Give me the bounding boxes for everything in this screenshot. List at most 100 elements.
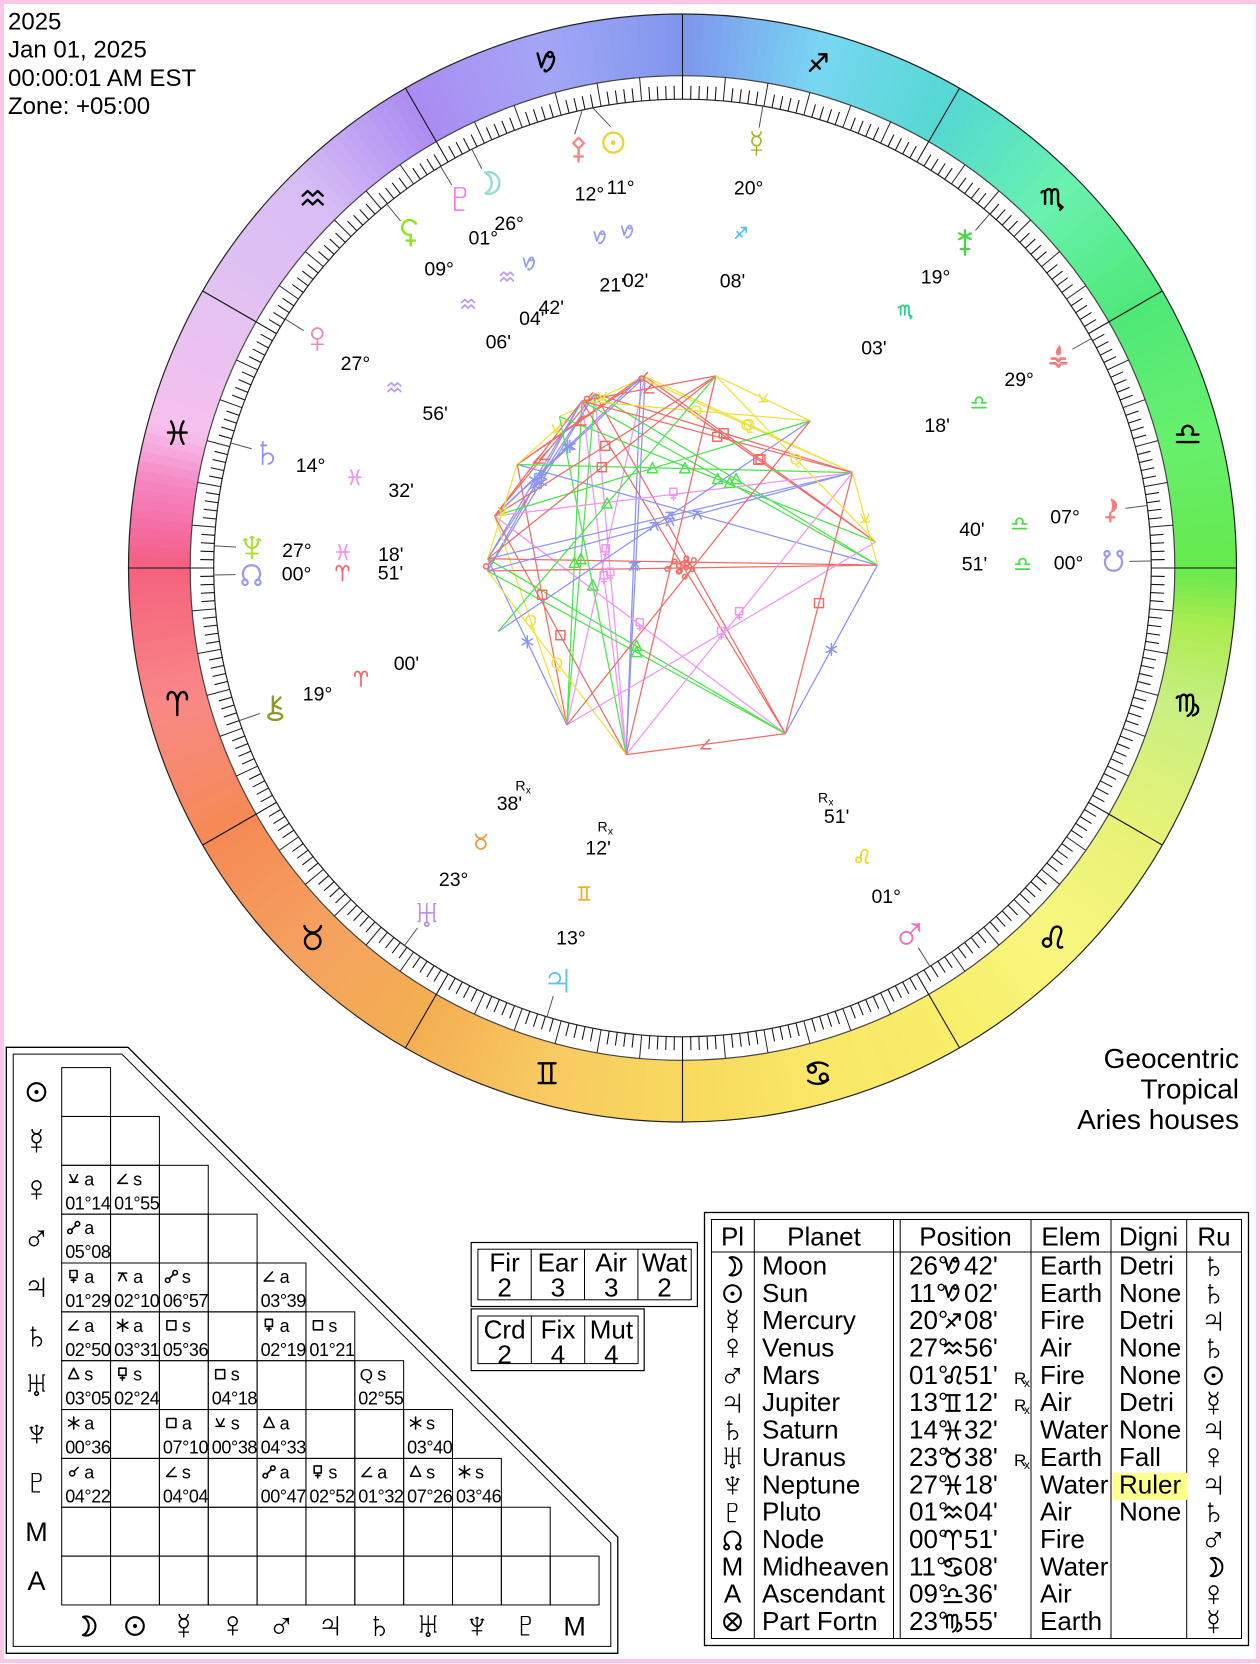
svg-text:None: None xyxy=(1119,1360,1181,1390)
svg-text:s: s xyxy=(133,1365,142,1385)
svg-text:21': 21' xyxy=(599,275,624,297)
svg-text:Elem: Elem xyxy=(1041,1222,1100,1252)
svg-text:x: x xyxy=(526,785,531,796)
svg-text:07°26: 07°26 xyxy=(407,1486,453,1506)
svg-text:2: 2 xyxy=(657,1273,671,1303)
svg-text:19°: 19° xyxy=(303,684,333,706)
svg-text:Saturn: Saturn xyxy=(762,1415,839,1445)
svg-text:32': 32' xyxy=(964,1415,998,1445)
svg-text:Neptune: Neptune xyxy=(762,1469,860,1499)
svg-text:08': 08' xyxy=(720,270,745,292)
svg-text:Fall: Fall xyxy=(1119,1442,1161,1472)
svg-text:♅: ♅ xyxy=(23,1363,51,1404)
svg-text:a: a xyxy=(84,1462,95,1482)
svg-text:Planet: Planet xyxy=(787,1222,861,1252)
svg-text:♆: ♆ xyxy=(463,1605,491,1646)
svg-text:♅: ♅ xyxy=(412,891,443,937)
svg-text:a: a xyxy=(280,1316,291,1336)
svg-text:04°22: 04°22 xyxy=(65,1486,111,1506)
svg-text:01°55: 01°55 xyxy=(114,1193,160,1213)
svg-text:Position: Position xyxy=(919,1222,1012,1252)
svg-text:09°: 09° xyxy=(424,258,454,280)
svg-text:4: 4 xyxy=(551,1340,565,1370)
svg-text:None: None xyxy=(1119,1333,1181,1363)
svg-text:Ruler: Ruler xyxy=(1119,1469,1181,1499)
svg-text:a: a xyxy=(133,1316,144,1336)
svg-text:R: R xyxy=(515,777,525,793)
svg-text:Water: Water xyxy=(1040,1415,1109,1445)
svg-text:02°55: 02°55 xyxy=(358,1389,404,1409)
svg-text:01°21: 01°21 xyxy=(309,1340,355,1360)
svg-text:s: s xyxy=(133,1169,142,1189)
svg-text:00°: 00° xyxy=(1054,552,1084,574)
svg-text:Jan 01, 2025: Jan 01, 2025 xyxy=(8,37,147,64)
svg-text:02': 02' xyxy=(623,270,648,292)
svg-text:2025: 2025 xyxy=(8,9,61,36)
svg-text:11°: 11° xyxy=(909,1278,946,1308)
svg-text:Moon: Moon xyxy=(762,1251,827,1281)
svg-text:23°: 23° xyxy=(909,1606,948,1636)
svg-text:s: s xyxy=(377,1365,386,1385)
svg-text:Q: Q xyxy=(524,613,536,630)
svg-text:s: s xyxy=(84,1365,93,1385)
svg-text:Mars: Mars xyxy=(762,1360,820,1390)
svg-text:R: R xyxy=(818,789,828,805)
svg-text:00°47: 00°47 xyxy=(261,1486,307,1506)
svg-text:Q: Q xyxy=(551,655,563,672)
svg-text:♄: ♄ xyxy=(251,428,284,477)
svg-text:Uranus: Uranus xyxy=(762,1442,846,1472)
svg-text:02°52: 02°52 xyxy=(309,1486,355,1506)
svg-text:02°50: 02°50 xyxy=(65,1340,111,1360)
svg-text:3: 3 xyxy=(604,1273,618,1303)
svg-text:♃: ♃ xyxy=(541,953,575,1004)
svg-text:s: s xyxy=(182,1267,191,1287)
svg-text:51': 51' xyxy=(378,562,403,584)
svg-text:51': 51' xyxy=(964,1360,998,1390)
svg-text:a: a xyxy=(280,1267,291,1287)
svg-text:00°36: 00°36 xyxy=(65,1438,111,1458)
svg-text:14°: 14° xyxy=(909,1415,948,1445)
svg-text:s: s xyxy=(231,1365,240,1385)
svg-text:56': 56' xyxy=(964,1333,998,1363)
svg-text:Detri: Detri xyxy=(1119,1387,1174,1417)
svg-text:Fire: Fire xyxy=(1040,1524,1085,1554)
svg-text:11°: 11° xyxy=(607,177,635,199)
svg-text:08': 08' xyxy=(964,1551,998,1581)
svg-text:00': 00' xyxy=(394,653,419,675)
svg-text:Midheaven: Midheaven xyxy=(762,1551,889,1581)
svg-text:18': 18' xyxy=(924,415,949,437)
svg-text:None: None xyxy=(1119,1278,1181,1308)
svg-text:04': 04' xyxy=(519,308,544,330)
svg-text:32': 32' xyxy=(388,480,413,502)
svg-text:13°: 13° xyxy=(909,1387,948,1417)
svg-text:00°: 00° xyxy=(282,564,312,586)
svg-text:27°: 27° xyxy=(341,353,371,375)
svg-text:♇: ♇ xyxy=(23,1461,51,1502)
svg-text:☿: ☿ xyxy=(170,1606,198,1647)
svg-text:55': 55' xyxy=(964,1606,998,1636)
svg-text:Pl: Pl xyxy=(721,1222,744,1252)
svg-text:None: None xyxy=(1119,1415,1181,1445)
svg-text:♇: ♇ xyxy=(512,1604,540,1645)
svg-text:26°: 26° xyxy=(909,1251,948,1281)
svg-text:☿: ☿ xyxy=(742,124,771,166)
svg-text:♄: ♄ xyxy=(23,1315,51,1356)
svg-text:♆: ♆ xyxy=(23,1413,51,1454)
svg-text:19°: 19° xyxy=(921,267,951,289)
svg-text:Air: Air xyxy=(1040,1387,1072,1417)
svg-text:Q: Q xyxy=(690,403,702,420)
svg-text:3: 3 xyxy=(551,1273,565,1303)
svg-text:23°: 23° xyxy=(909,1442,948,1472)
svg-text:♂: ♂ xyxy=(891,906,929,962)
svg-text:M: M xyxy=(722,1551,744,1581)
svg-text:a: a xyxy=(280,1462,291,1482)
svg-text:07°10: 07°10 xyxy=(163,1438,209,1458)
svg-text:20°: 20° xyxy=(734,178,764,200)
svg-text:Part Fortn: Part Fortn xyxy=(762,1606,878,1636)
svg-text:4: 4 xyxy=(604,1340,618,1370)
svg-text:x: x xyxy=(1024,1403,1030,1417)
svg-text:27°: 27° xyxy=(909,1333,948,1363)
svg-text:Earth: Earth xyxy=(1040,1251,1102,1281)
svg-text:s: s xyxy=(475,1462,484,1482)
svg-text:04°18: 04°18 xyxy=(212,1389,258,1409)
